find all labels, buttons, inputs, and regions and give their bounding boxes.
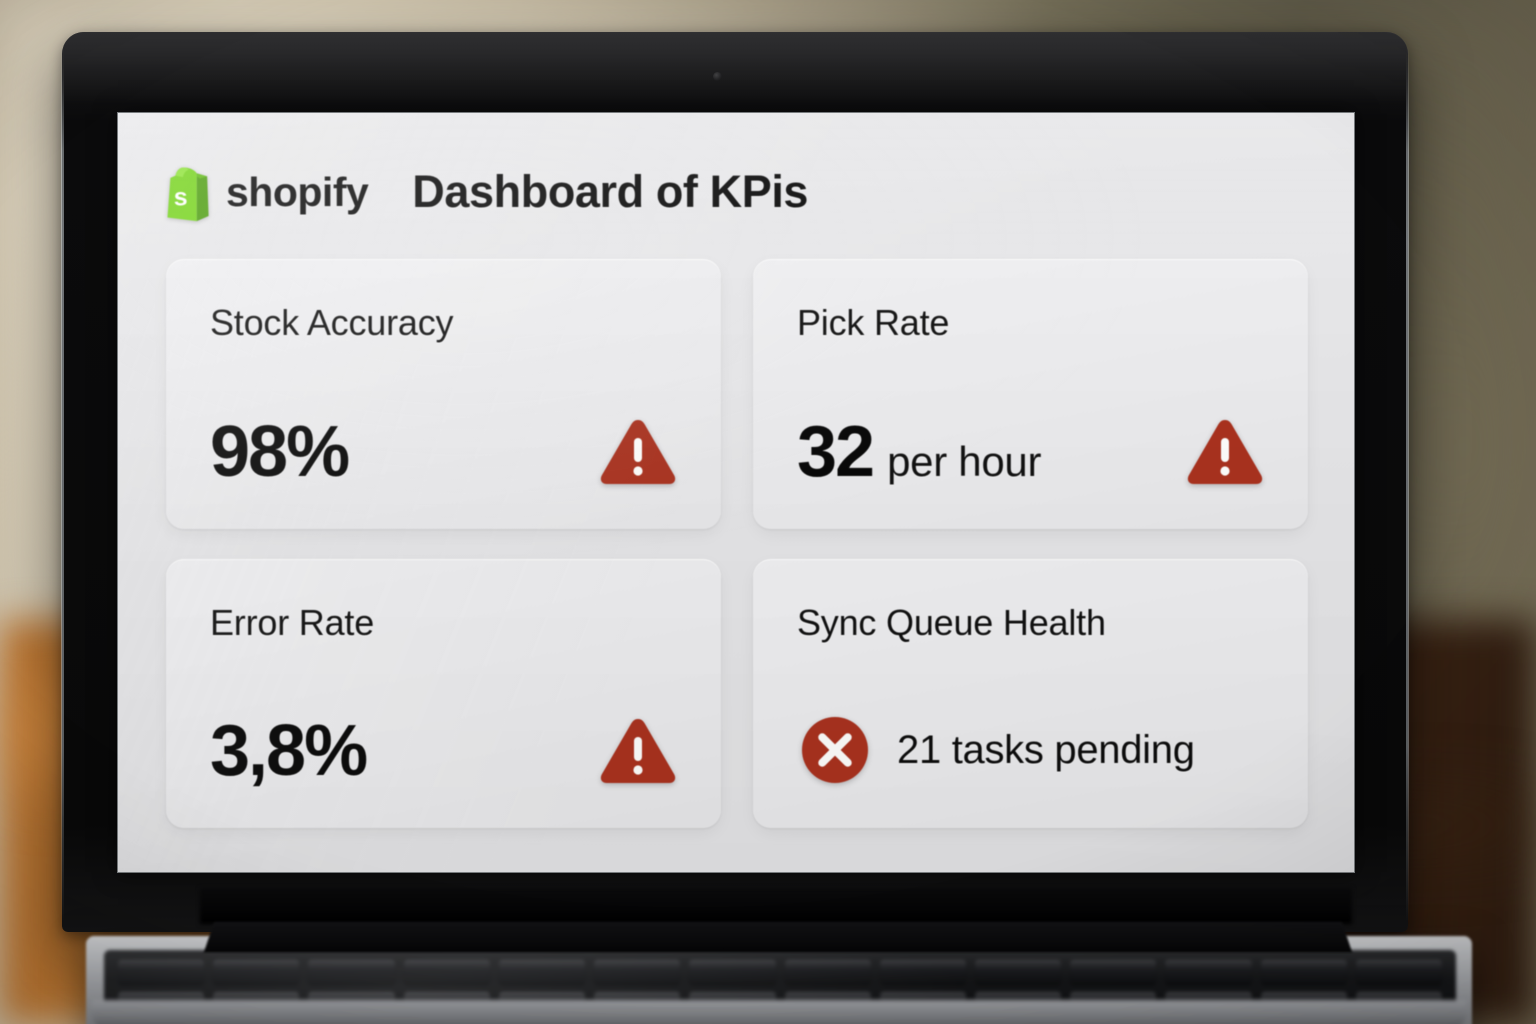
kpi-value: 98% (210, 416, 350, 488)
kpi-value: 32 (797, 416, 875, 488)
keyboard-key (1355, 960, 1443, 984)
dashboard-header: s shopify Dashboard of KPis (166, 151, 1308, 233)
keyboard-key (1165, 960, 1252, 984)
keyboard-key (308, 960, 395, 984)
kpi-metric: 32 per hour (797, 416, 1041, 488)
keyboard-row-function (104, 960, 1456, 984)
kpi-body: 98% (210, 415, 679, 489)
kpi-body: 32 per hour (797, 415, 1266, 489)
kpi-title: Pick Rate (797, 303, 1266, 343)
kpi-title: Sync Queue Health (797, 602, 1266, 643)
warning-triangle-icon[interactable] (597, 415, 679, 489)
page-title: Dashboard of KPis (412, 166, 808, 218)
kpi-card-sync-queue-health[interactable]: Sync Queue Health 21 tasks pending (753, 558, 1308, 828)
kpi-card-pick-rate[interactable]: Pick Rate 32 per hour (753, 259, 1308, 529)
dashboard-page: s shopify Dashboard of KPis Stock Accura… (118, 113, 1354, 872)
kpi-status-text: 21 tasks pending (897, 728, 1195, 773)
kpi-grid: Stock Accuracy 98% (166, 259, 1308, 828)
keyboard-key (498, 960, 586, 984)
kpi-metric: 98% (210, 416, 350, 488)
warning-triangle-icon[interactable] (597, 714, 679, 788)
keyboard-key (689, 960, 776, 984)
keyboard-key (118, 960, 205, 984)
error-circle-x-icon[interactable] (797, 712, 873, 788)
keyboard-key (784, 960, 871, 984)
keyboard-key (1260, 960, 1347, 984)
webcam-icon (713, 72, 722, 81)
kpi-value: 3,8% (210, 715, 368, 787)
keyboard-key (974, 960, 1062, 984)
keyboard-key (213, 960, 300, 984)
laptop-base-front (92, 1000, 1466, 1024)
kpi-status-row: 21 tasks pending (797, 712, 1266, 788)
kpi-title: Stock Accuracy (210, 303, 679, 343)
keyboard-key (879, 960, 966, 984)
keyboard-key (594, 960, 681, 984)
brand-name: shopify (226, 169, 369, 216)
kpi-body: 3,8% (210, 714, 679, 788)
kpi-metric: 3,8% (210, 715, 368, 787)
brand: s shopify (166, 163, 369, 222)
svg-text:s: s (174, 183, 188, 211)
shopify-bag-icon: s (167, 167, 209, 221)
kpi-unit: per hour (887, 438, 1041, 486)
kpi-card-error-rate[interactable]: Error Rate 3,8% (166, 558, 721, 828)
laptop-hinge (200, 888, 1352, 924)
kpi-card-stock-accuracy[interactable]: Stock Accuracy 98% (166, 259, 721, 529)
keyboard-key (1070, 960, 1157, 984)
warning-triangle-icon[interactable] (1184, 415, 1266, 489)
keyboard-key (403, 960, 490, 984)
kpi-title: Error Rate (210, 602, 679, 643)
